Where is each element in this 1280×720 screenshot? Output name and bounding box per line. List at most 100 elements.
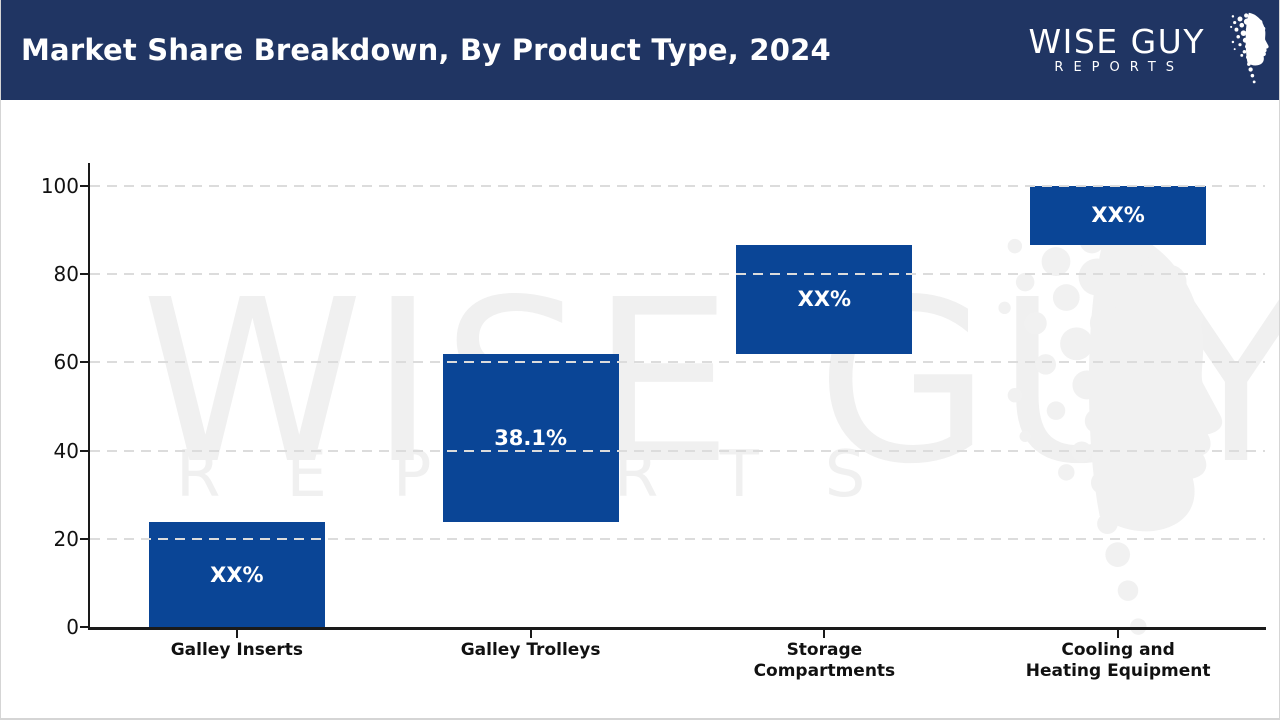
dotted-head-graphic — [1230, 12, 1269, 84]
bar-value-label: XX% — [210, 562, 264, 587]
head-dot — [1109, 392, 1147, 430]
head-dot — [1105, 542, 1131, 567]
head-dot — [1248, 67, 1253, 72]
head-dot — [1252, 29, 1260, 37]
head-dot — [1244, 44, 1250, 49]
logo-dotted-head-icon — [1230, 12, 1269, 84]
grid-line-20 — [90, 537, 1265, 540]
head-dot — [1242, 50, 1247, 54]
head-dot — [1250, 21, 1258, 29]
head-dot — [1255, 38, 1261, 44]
head-dot — [1260, 40, 1265, 45]
category-label-4: Cooling and Heating Equipment — [1025, 640, 1211, 682]
head-dot — [1237, 16, 1243, 22]
category-labels: Galley Inserts Galley Trolleys Storage Comp… — [90, 640, 1265, 700]
waterfall-bar-3: XX% — [736, 244, 913, 355]
y-axis-ticks — [80, 185, 88, 628]
head-dot — [1131, 460, 1156, 485]
head-dot — [1058, 464, 1075, 481]
head-dot — [1046, 401, 1066, 420]
logo-reports-text: REPORTS — [1054, 60, 1185, 76]
head-dot — [1060, 327, 1094, 361]
waterfall-bar-2: 38.1% — [442, 354, 619, 523]
bar-value-label: XX% — [797, 287, 852, 312]
y-tick-label-0: 0 — [66, 615, 79, 639]
head-dot — [1090, 471, 1114, 494]
x-tick-mark — [823, 630, 826, 638]
head-dot — [1019, 430, 1031, 443]
category-label-1: Galley Inserts — [170, 640, 304, 660]
head-dot — [1233, 48, 1236, 51]
head-dot — [1084, 408, 1110, 434]
y-tick-mark — [80, 273, 88, 276]
head-dot — [1252, 53, 1258, 58]
x-axis-ticks — [90, 630, 1265, 639]
y-tick-label-60: 60 — [53, 350, 79, 375]
y-tick-mark — [80, 185, 88, 187]
head-dot — [1247, 62, 1251, 66]
head-dot — [1129, 324, 1169, 364]
head-dot — [1239, 22, 1245, 28]
grid-line-80 — [90, 273, 1265, 276]
head-dot — [1257, 33, 1263, 39]
head-dot — [1130, 618, 1147, 635]
head-dot — [1246, 55, 1250, 60]
head-dot — [1041, 247, 1071, 276]
head-dot — [1250, 73, 1255, 78]
category-label-2: Galley Trolleys — [460, 640, 601, 660]
head-dot — [1247, 34, 1254, 41]
head-dot — [1250, 58, 1255, 63]
head-dot — [1233, 20, 1237, 25]
head-dot — [1176, 304, 1204, 332]
head-dot — [1052, 284, 1080, 311]
head-dot — [1071, 441, 1092, 463]
watermark-dotted-head — [998, 225, 1223, 635]
y-axis-labels: 0 20 40 60 80 100 — [1, 174, 79, 639]
head-dot — [1035, 354, 1056, 375]
wise-guy-logo: WISE GUY REPORTS — [1028, 0, 1271, 100]
chart-title: Market Share Breakdown, By Product Type,… — [21, 33, 831, 67]
head-dot — [1252, 80, 1256, 84]
head-dot — [1231, 15, 1235, 18]
head-dot — [1240, 53, 1244, 57]
grid-line-100 — [90, 185, 1265, 187]
head-dot — [1173, 389, 1196, 412]
y-tick-label-100: 100 — [40, 174, 79, 198]
head-dot — [1260, 26, 1266, 32]
head-dot — [1244, 13, 1249, 18]
x-axis-line — [88, 627, 1266, 630]
y-tick-label-80: 80 — [53, 262, 79, 287]
head-dot — [1116, 491, 1140, 515]
head-dot — [1007, 388, 1023, 403]
head-dot — [1247, 49, 1254, 55]
y-tick-mark — [80, 361, 88, 364]
head-dot — [1089, 305, 1125, 341]
head-dot — [1256, 19, 1263, 26]
head-dot — [1245, 26, 1252, 33]
head-dot — [1024, 311, 1047, 335]
head-dot — [1102, 436, 1134, 468]
plot-area: XX% 38.1% XX% XX% — [90, 185, 1265, 627]
head-dot — [1116, 275, 1160, 320]
x-tick-mark — [529, 630, 532, 638]
grid-line-40 — [90, 449, 1265, 452]
head-dot — [1234, 27, 1239, 32]
head-dot — [1147, 419, 1171, 443]
x-tick-mark — [235, 630, 238, 638]
head-dot — [998, 301, 1011, 314]
waterfall-bar-4: XX% — [1030, 186, 1207, 245]
dotted-head-graphic — [998, 225, 1223, 635]
head-dot — [1249, 41, 1256, 48]
head-dot — [1097, 513, 1118, 535]
y-tick-mark — [80, 449, 88, 452]
head-dot — [1078, 258, 1116, 296]
category-label-3: Storage Compartments — [753, 640, 896, 682]
head-dot — [1117, 580, 1139, 601]
bar-value-label: XX% — [1091, 203, 1145, 228]
head-dot — [1145, 376, 1173, 404]
grid-line-60 — [90, 361, 1265, 364]
head-dot — [1240, 30, 1247, 37]
head-dot — [1255, 46, 1260, 51]
head-dot — [1100, 352, 1136, 388]
